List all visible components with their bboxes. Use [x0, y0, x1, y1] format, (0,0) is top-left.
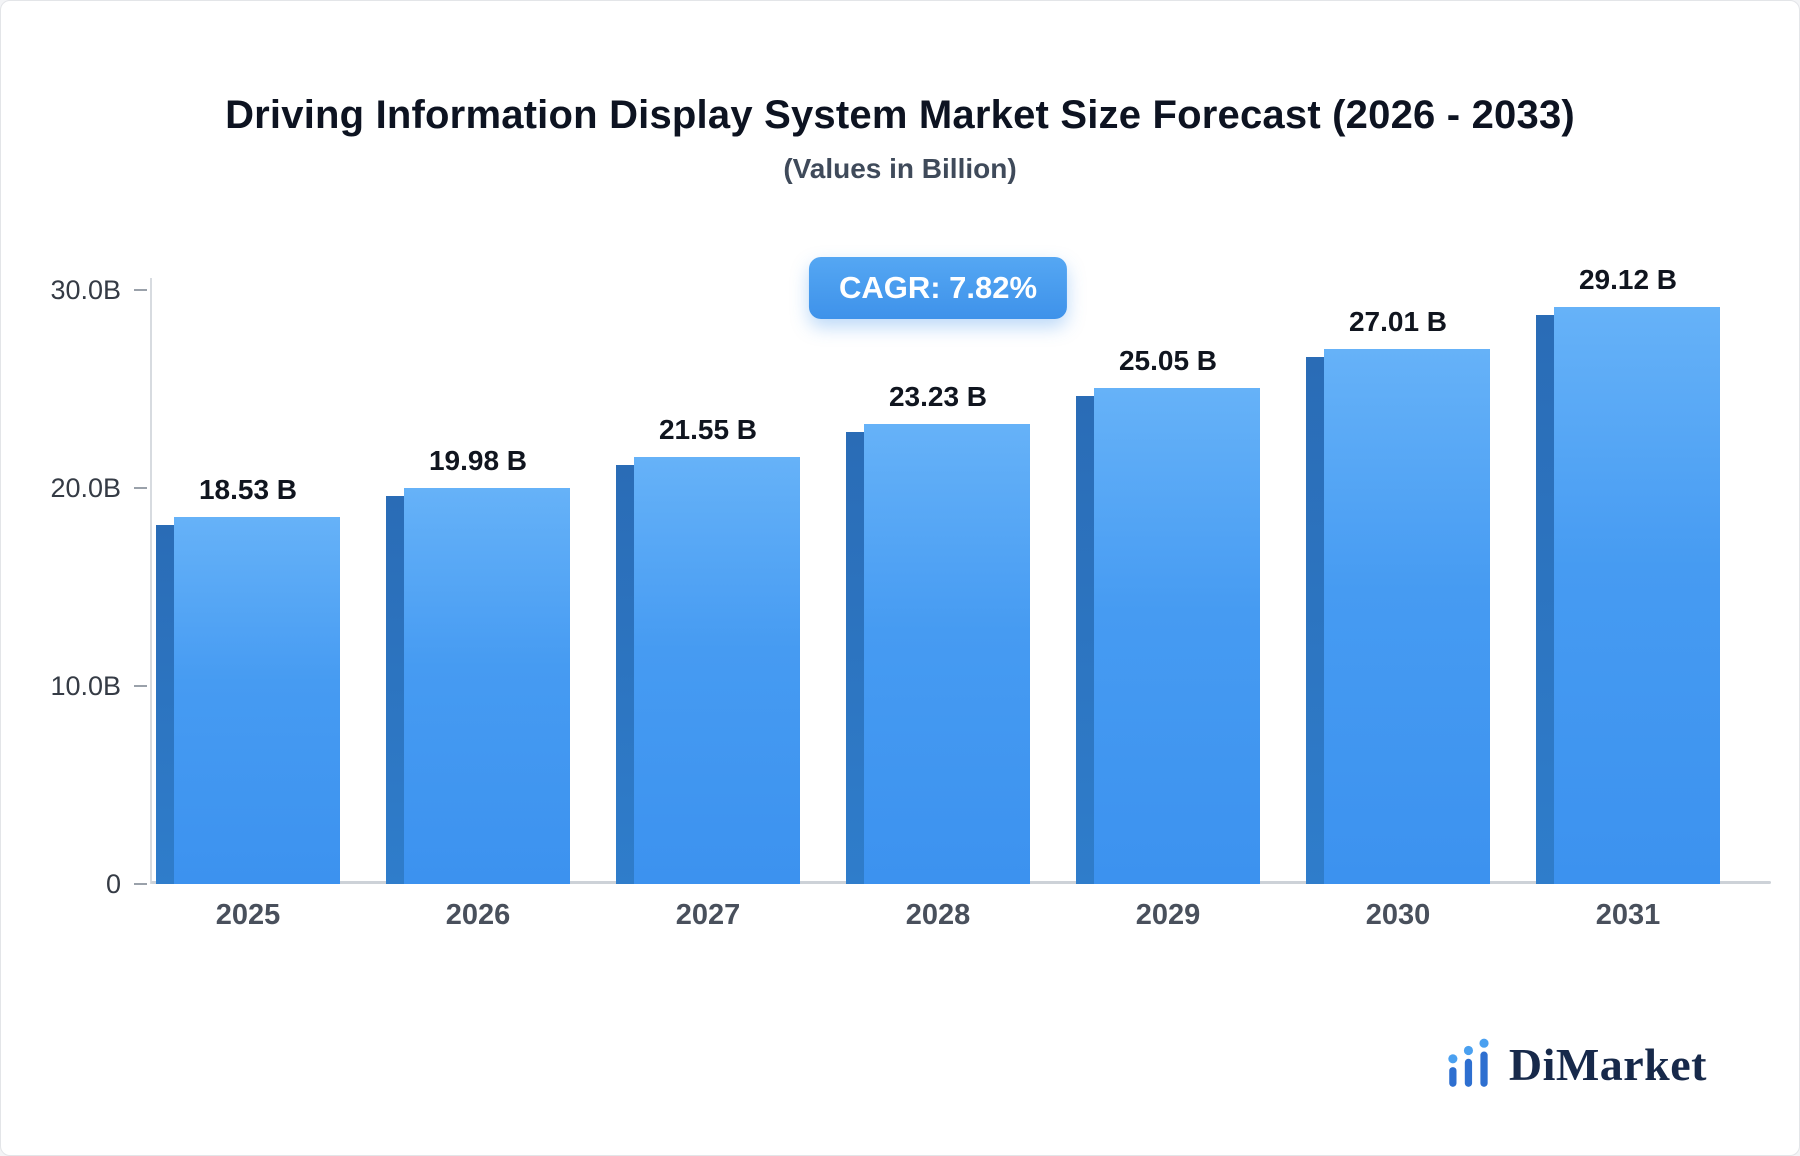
bar-front-face: [1324, 349, 1490, 884]
bar-side-face: [386, 496, 404, 884]
bar-front-face: [1094, 388, 1260, 884]
bar-side-face: [156, 525, 174, 884]
bar-value-label: 19.98 B: [428, 445, 528, 476]
bar-side-face: [1536, 315, 1554, 884]
x-axis-label: 2025: [215, 899, 281, 931]
bar-side-face: [616, 465, 634, 884]
y-axis-tick-label: 20.0B: [50, 473, 121, 503]
bar-2030: [1306, 349, 1490, 884]
bar-value-label: 21.55 B: [658, 414, 758, 445]
x-axis-label: 2029: [1135, 899, 1201, 931]
bar-front-face: [1554, 307, 1720, 884]
y-axis-tick-label: 30.0B: [50, 275, 121, 305]
x-axis-label: 2026: [445, 899, 511, 931]
bar-2031: [1536, 307, 1720, 884]
bar-2028: [846, 424, 1030, 884]
y-axis-tick: [134, 685, 147, 687]
x-axis-label: 2031: [1595, 899, 1661, 931]
y-axis-tick-label: 0: [105, 869, 121, 899]
bar-side-face: [846, 432, 864, 884]
bar-side-face: [1306, 357, 1324, 884]
bar-front-face: [634, 457, 800, 884]
bar-front-face: [864, 424, 1030, 884]
chart-subtitle: (Values in Billion): [783, 153, 1017, 184]
y-axis-tick-label: 10.0B: [50, 671, 121, 701]
bar-value-label: 27.01 B: [1348, 306, 1448, 337]
y-axis-line: [150, 278, 152, 884]
bar-2027: [616, 457, 800, 884]
bar-front-face: [404, 488, 570, 884]
brand-name: DiMarket: [1508, 1038, 1707, 1090]
bar-front-face: [174, 517, 340, 884]
x-axis-label: 2030: [1365, 899, 1431, 931]
bar-side-face: [1076, 396, 1094, 884]
x-axis-label: 2028: [905, 899, 971, 931]
bar-value-label: 25.05 B: [1118, 345, 1218, 376]
bar-2029: [1076, 388, 1260, 884]
bar-2025: [156, 517, 340, 884]
bar-value-label: 23.23 B: [888, 381, 988, 412]
y-axis-tick: [134, 289, 147, 291]
x-axis-label: 2027: [675, 899, 741, 931]
bar-chart-plot: 0 10.0B 20.0B 30.0B 18.53 B 2025 19.98 B 2026 21…: [50, 264, 1771, 931]
cagr-badge: CAGR: 7.82%: [808, 257, 1068, 319]
chart-title: Driving Information Display System Marke…: [225, 93, 1575, 137]
y-axis-tick: [134, 487, 147, 489]
bar-chart-logo-icon: [1448, 1038, 1489, 1087]
bar-2026: [386, 488, 570, 884]
bar-value-label: 18.53 B: [198, 474, 298, 505]
brand-logo: DiMarket: [1443, 1037, 1707, 1091]
y-axis-tick: [134, 883, 147, 885]
bar-value-label: 29.12 B: [1578, 264, 1678, 295]
